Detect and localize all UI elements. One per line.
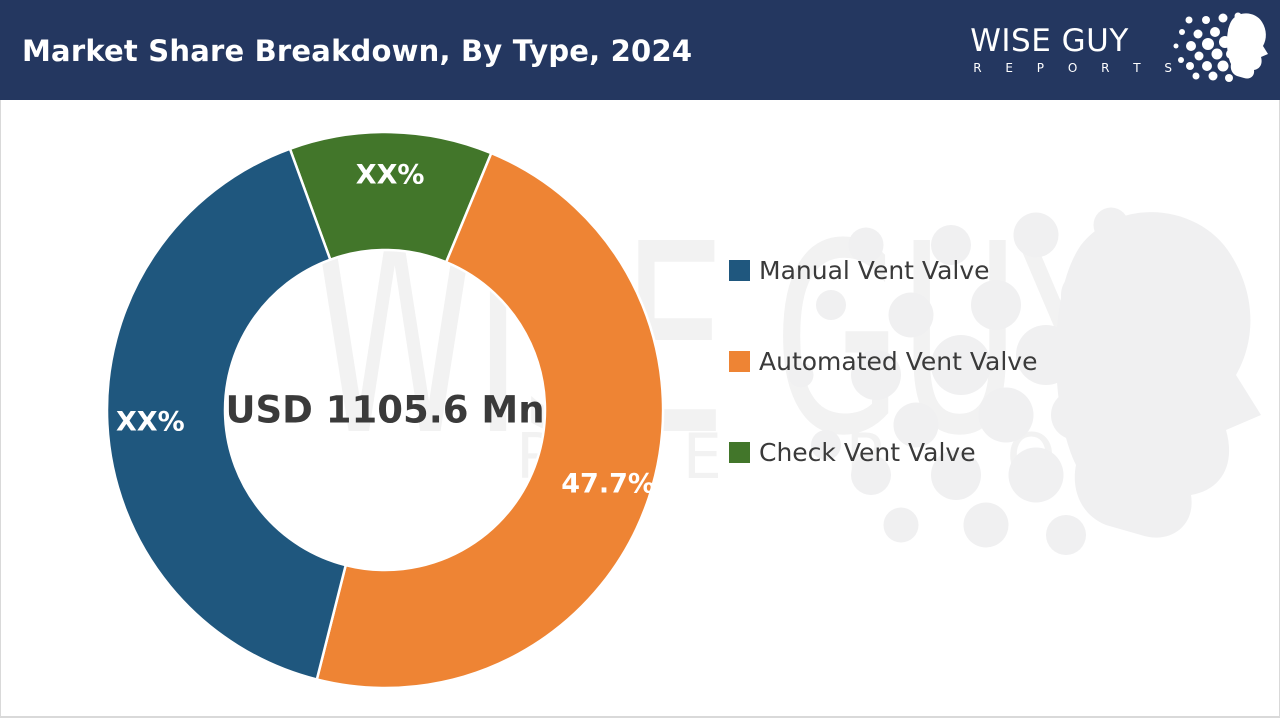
logo-subtitle: R E P O R T S — [973, 60, 1182, 75]
legend-label-2: Check Vent Valve — [759, 438, 976, 467]
logo-text: WISE GUY R E P O R T S — [970, 22, 1182, 75]
legend-swatch-1 — [729, 351, 750, 372]
logo-wordmark: WISE GUY — [970, 22, 1129, 59]
donut-chart: XX% 47.7% XX% USD 1105.6 Mn — [105, 130, 665, 690]
donut-center-label: USD 1105.6 Mn — [225, 389, 544, 432]
page-title: Market Share Breakdown, By Type, 2024 — [22, 34, 693, 68]
legend-item-2: Check Vent Valve — [729, 438, 1037, 467]
slice-label-0: XX% — [116, 406, 185, 437]
slice-label-1: 47.7% — [561, 468, 655, 499]
chart-canvas: WISE GUY R E P O R T S XX%47.7%XX%USD 11… — [0, 100, 1280, 718]
legend-swatch-0 — [729, 260, 750, 281]
legend-label-0: Manual Vent Valve — [759, 256, 990, 285]
donut-segment-1 — [315, 151, 665, 690]
header-bar: Market Share Breakdown, By Type, 2024 WI… — [0, 0, 1280, 100]
slice-label-2: XX% — [356, 160, 425, 191]
legend: Manual Vent Valve Automated Vent Valve Che… — [729, 256, 1038, 533]
legend-item-1: Automated Vent Valve — [729, 347, 1038, 376]
legend-swatch-2 — [729, 442, 750, 463]
legend-label-1: Automated Vent Valve — [759, 347, 1038, 376]
legend-item-0: Manual Vent Valve — [729, 256, 1037, 285]
wiseguy-face-icon — [1173, 12, 1268, 82]
wiseguy-logo: WISE GUY R E P O R T S — [970, 8, 1268, 92]
donut-segment-0 — [105, 147, 347, 681]
